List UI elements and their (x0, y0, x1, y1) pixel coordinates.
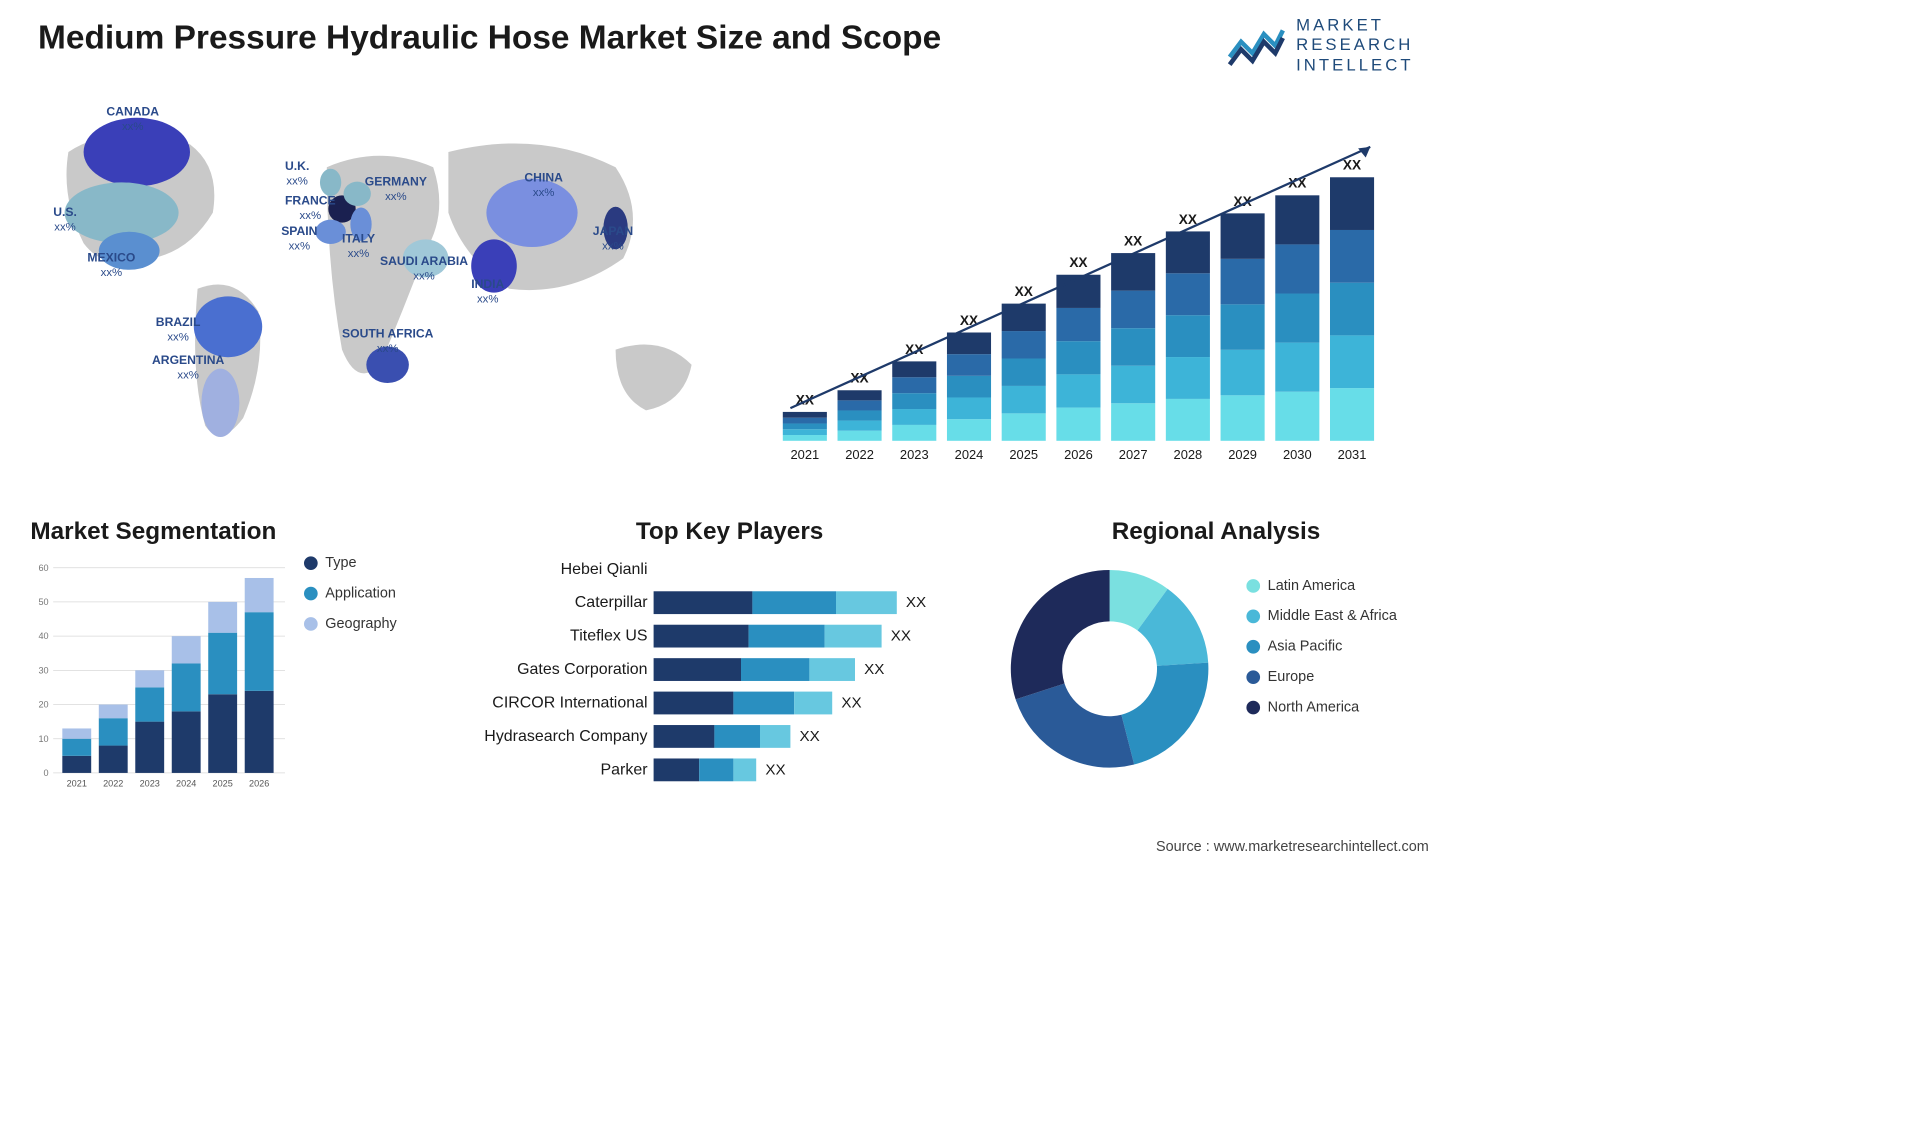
player-row: Caterpillar XX (471, 586, 988, 619)
segmentation-title: Market Segmentation (30, 517, 425, 545)
logo-icon (1226, 22, 1287, 68)
svg-text:2030: 2030 (1283, 447, 1312, 462)
world-map: CANADAxx% U.S.xx% MEXICOxx% BRAZILxx% ARGENT… (23, 99, 722, 494)
svg-text:2027: 2027 (1119, 447, 1148, 462)
logo-line1: MARKET (1296, 15, 1413, 35)
svg-text:2026: 2026 (249, 779, 269, 789)
map-label-china: CHINAxx% (524, 171, 563, 200)
svg-text:XX: XX (1179, 212, 1197, 227)
svg-text:XX: XX (1015, 284, 1033, 299)
map-svg (23, 99, 722, 494)
regional-donut (1003, 562, 1216, 775)
segmentation-legend: Type Application Geography (304, 555, 441, 646)
map-label-france: FRANCExx% (285, 194, 336, 223)
map-label-argentina: ARGENTINAxx% (152, 353, 224, 382)
regional-section: Regional Analysis (1003, 517, 1429, 545)
svg-text:2024: 2024 (955, 447, 984, 462)
svg-text:20: 20 (38, 700, 48, 710)
svg-text:2025: 2025 (1009, 447, 1038, 462)
growth-bar-chart: XX2021XX2022XX2023XX2024XX2025XX2026XX20… (760, 106, 1429, 478)
player-name: Gates Corporation (471, 660, 653, 678)
page-title: Medium Pressure Hydraulic Hose Market Si… (38, 19, 941, 57)
region-legend-item: Middle East & Africa (1246, 608, 1428, 625)
map-label-south-africa: SOUTH AFRICAxx% (342, 327, 433, 356)
regional-legend: Latin America Middle East & Africa Asia Pa… (1246, 578, 1428, 730)
player-name: Parker (471, 761, 653, 779)
player-row: Parker XX (471, 753, 988, 786)
map-label-india: INDIAxx% (471, 277, 504, 306)
svg-text:2021: 2021 (67, 779, 87, 789)
svg-text:10: 10 (38, 734, 48, 744)
seg-legend-application: Application (304, 585, 441, 602)
svg-text:60: 60 (38, 563, 48, 573)
player-row: Hebei Qianli (471, 553, 988, 586)
brand-logo: MARKET RESEARCH INTELLECT (1226, 15, 1413, 75)
map-label-brazil: BRAZILxx% (156, 315, 201, 344)
region-legend-item: Latin America (1246, 578, 1428, 595)
svg-text:2025: 2025 (213, 779, 233, 789)
player-value: XX (891, 627, 911, 644)
svg-text:2026: 2026 (1064, 447, 1093, 462)
region-legend-item: Europe (1246, 669, 1428, 686)
regional-title: Regional Analysis (1003, 517, 1429, 545)
map-label-mexico: MEXICOxx% (87, 251, 135, 280)
player-row: Titeflex US XX (471, 619, 988, 652)
svg-text:2024: 2024 (176, 779, 196, 789)
svg-text:2028: 2028 (1174, 447, 1203, 462)
player-name: Hydrasearch Company (471, 727, 653, 745)
svg-text:2022: 2022 (845, 447, 874, 462)
players-section: Top Key Players Hebei Qianli Caterpillar X… (471, 517, 988, 787)
svg-text:2031: 2031 (1338, 447, 1367, 462)
player-value: XX (841, 694, 861, 711)
svg-text:XX: XX (1343, 158, 1361, 173)
growth-svg: XX2021XX2022XX2023XX2024XX2025XX2026XX20… (760, 106, 1429, 478)
seg-legend-geography: Geography (304, 616, 441, 633)
map-label-japan: JAPANxx% (593, 224, 633, 253)
player-name: Hebei Qianli (471, 560, 653, 578)
svg-text:XX: XX (1069, 255, 1087, 270)
region-legend-item: Asia Pacific (1246, 638, 1428, 655)
map-label-canada: CANADAxx% (106, 105, 159, 134)
segmentation-chart: 0 10 20 30 40 50 60 2021 2022 2023 2024 2025 2026 (30, 556, 288, 792)
donut-svg (1003, 562, 1216, 775)
seg-legend-type: Type (304, 555, 441, 572)
svg-text:2023: 2023 (900, 447, 929, 462)
player-name: CIRCOR International (471, 694, 653, 712)
region-legend-item: North America (1246, 699, 1428, 716)
players-title: Top Key Players (471, 517, 988, 545)
player-name: Titeflex US (471, 627, 653, 645)
map-label-u-s-: U.S.xx% (53, 205, 77, 234)
map-label-italy: ITALYxx% (342, 232, 375, 261)
logo-line3: INTELLECT (1296, 55, 1413, 75)
svg-text:2021: 2021 (790, 447, 819, 462)
player-value: XX (864, 661, 884, 678)
svg-text:30: 30 (38, 665, 48, 675)
player-value: XX (906, 594, 926, 611)
map-label-u-k-: U.K.xx% (285, 160, 309, 189)
svg-text:XX: XX (1124, 233, 1142, 248)
svg-text:2029: 2029 (1228, 447, 1257, 462)
player-row: CIRCOR International XX (471, 686, 988, 719)
svg-text:40: 40 (38, 631, 48, 641)
logo-line2: RESEARCH (1296, 35, 1413, 55)
source-text: Source : www.marketresearchintellect.com (1156, 839, 1429, 856)
svg-text:2023: 2023 (140, 779, 160, 789)
svg-text:2022: 2022 (103, 779, 123, 789)
map-label-germany: GERMANYxx% (365, 175, 427, 204)
player-name: Caterpillar (471, 594, 653, 612)
player-row: Gates Corporation XX (471, 653, 988, 686)
player-value: XX (800, 728, 820, 745)
player-row: Hydrasearch Company XX (471, 720, 988, 753)
map-label-saudi-arabia: SAUDI ARABIAxx% (380, 255, 468, 284)
player-value: XX (765, 761, 785, 778)
svg-text:50: 50 (38, 597, 48, 607)
svg-text:0: 0 (44, 768, 49, 778)
map-label-spain: SPAINxx% (281, 224, 317, 253)
